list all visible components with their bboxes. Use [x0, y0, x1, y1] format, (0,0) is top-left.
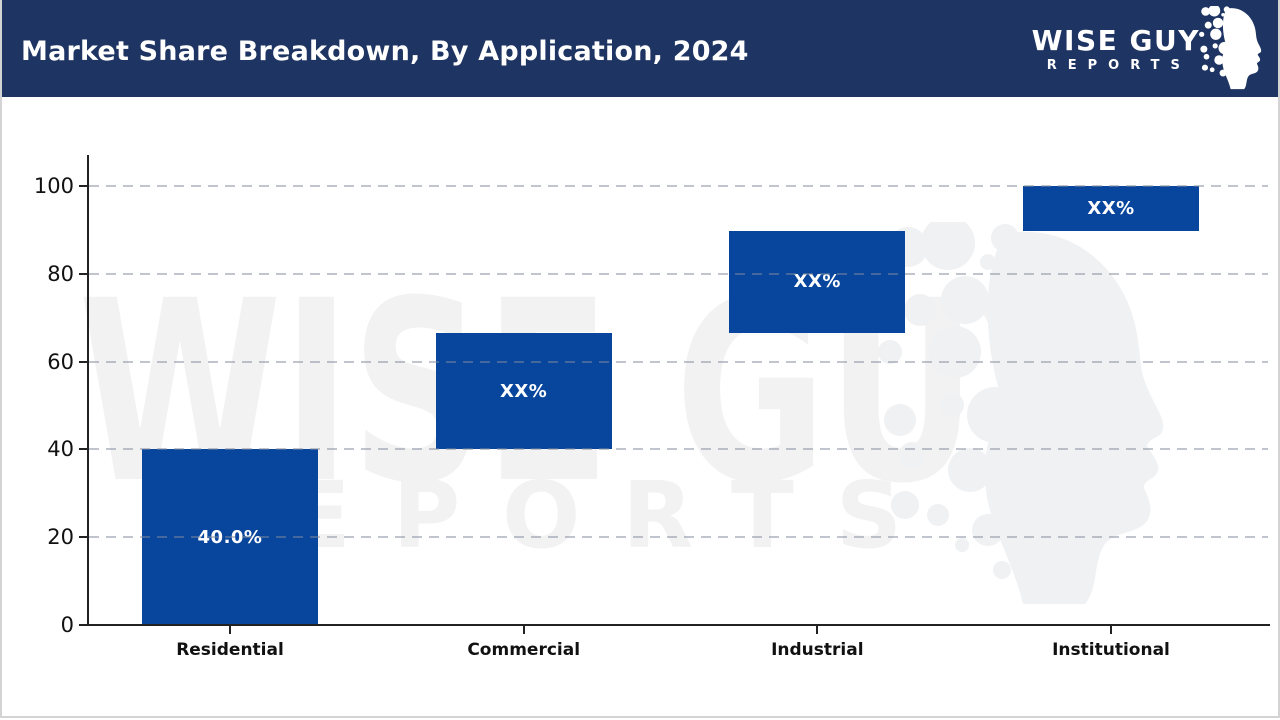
- bar-value-label: XX%: [793, 271, 841, 293]
- y-tick-label-100: 100: [33, 174, 74, 198]
- gridline-20: [89, 536, 1268, 539]
- logo-wordmark: WISE GUY: [1031, 23, 1200, 57]
- y-tick-label-60: 60: [47, 349, 74, 374]
- bar-industrial: XX%: [729, 230, 906, 334]
- gridline-80: [89, 272, 1268, 275]
- x-tick-label-residential: Residential: [176, 640, 284, 660]
- bar-commercial: XX%: [435, 333, 612, 450]
- x-tick-label-commercial: Commercial: [467, 640, 581, 660]
- x-tick-mark-institutional: [1110, 626, 1112, 634]
- logo-head-icon: [1199, 6, 1262, 90]
- page-title: Market Share Breakdown, By Application, …: [21, 36, 749, 67]
- wiseguy-logo: WISE GUY REPORTS: [1032, 6, 1266, 92]
- y-tick-mark-100: [79, 185, 88, 187]
- x-tick-mark-commercial: [522, 626, 525, 634]
- y-tick-mark-80: [79, 272, 88, 275]
- bar-value-label: XX%: [500, 380, 548, 402]
- y-tick-mark-60: [79, 360, 88, 363]
- y-tick-label-80: 80: [47, 261, 74, 286]
- gridline-40: [89, 448, 1268, 451]
- header-bar: Market Share Breakdown, By Application, …: [0, 0, 1280, 97]
- x-tick-label-industrial: Industrial: [771, 640, 864, 660]
- bar-value-label: XX%: [1087, 197, 1135, 219]
- y-axis-spine: [87, 155, 89, 626]
- y-tick-label-20: 20: [47, 525, 74, 550]
- x-tick-mark-industrial: [816, 626, 819, 634]
- x-tick-mark-residential: [229, 626, 231, 634]
- x-tick-label-institutional: Institutional: [1052, 640, 1170, 660]
- bar-institutional: XX%: [1023, 186, 1199, 231]
- y-tick-mark-0: [79, 624, 88, 626]
- gridline-60: [89, 360, 1268, 363]
- x-axis-spine: [87, 624, 1270, 626]
- y-tick-label-40: 40: [47, 437, 74, 462]
- gridline-100: [89, 185, 1268, 187]
- y-tick-label-0: 0: [60, 613, 74, 637]
- logo-text: WISE GUY REPORTS: [1031, 23, 1200, 73]
- y-tick-mark-40: [79, 448, 88, 451]
- logo-subtext: REPORTS: [1046, 57, 1191, 73]
- y-tick-mark-20: [79, 536, 88, 539]
